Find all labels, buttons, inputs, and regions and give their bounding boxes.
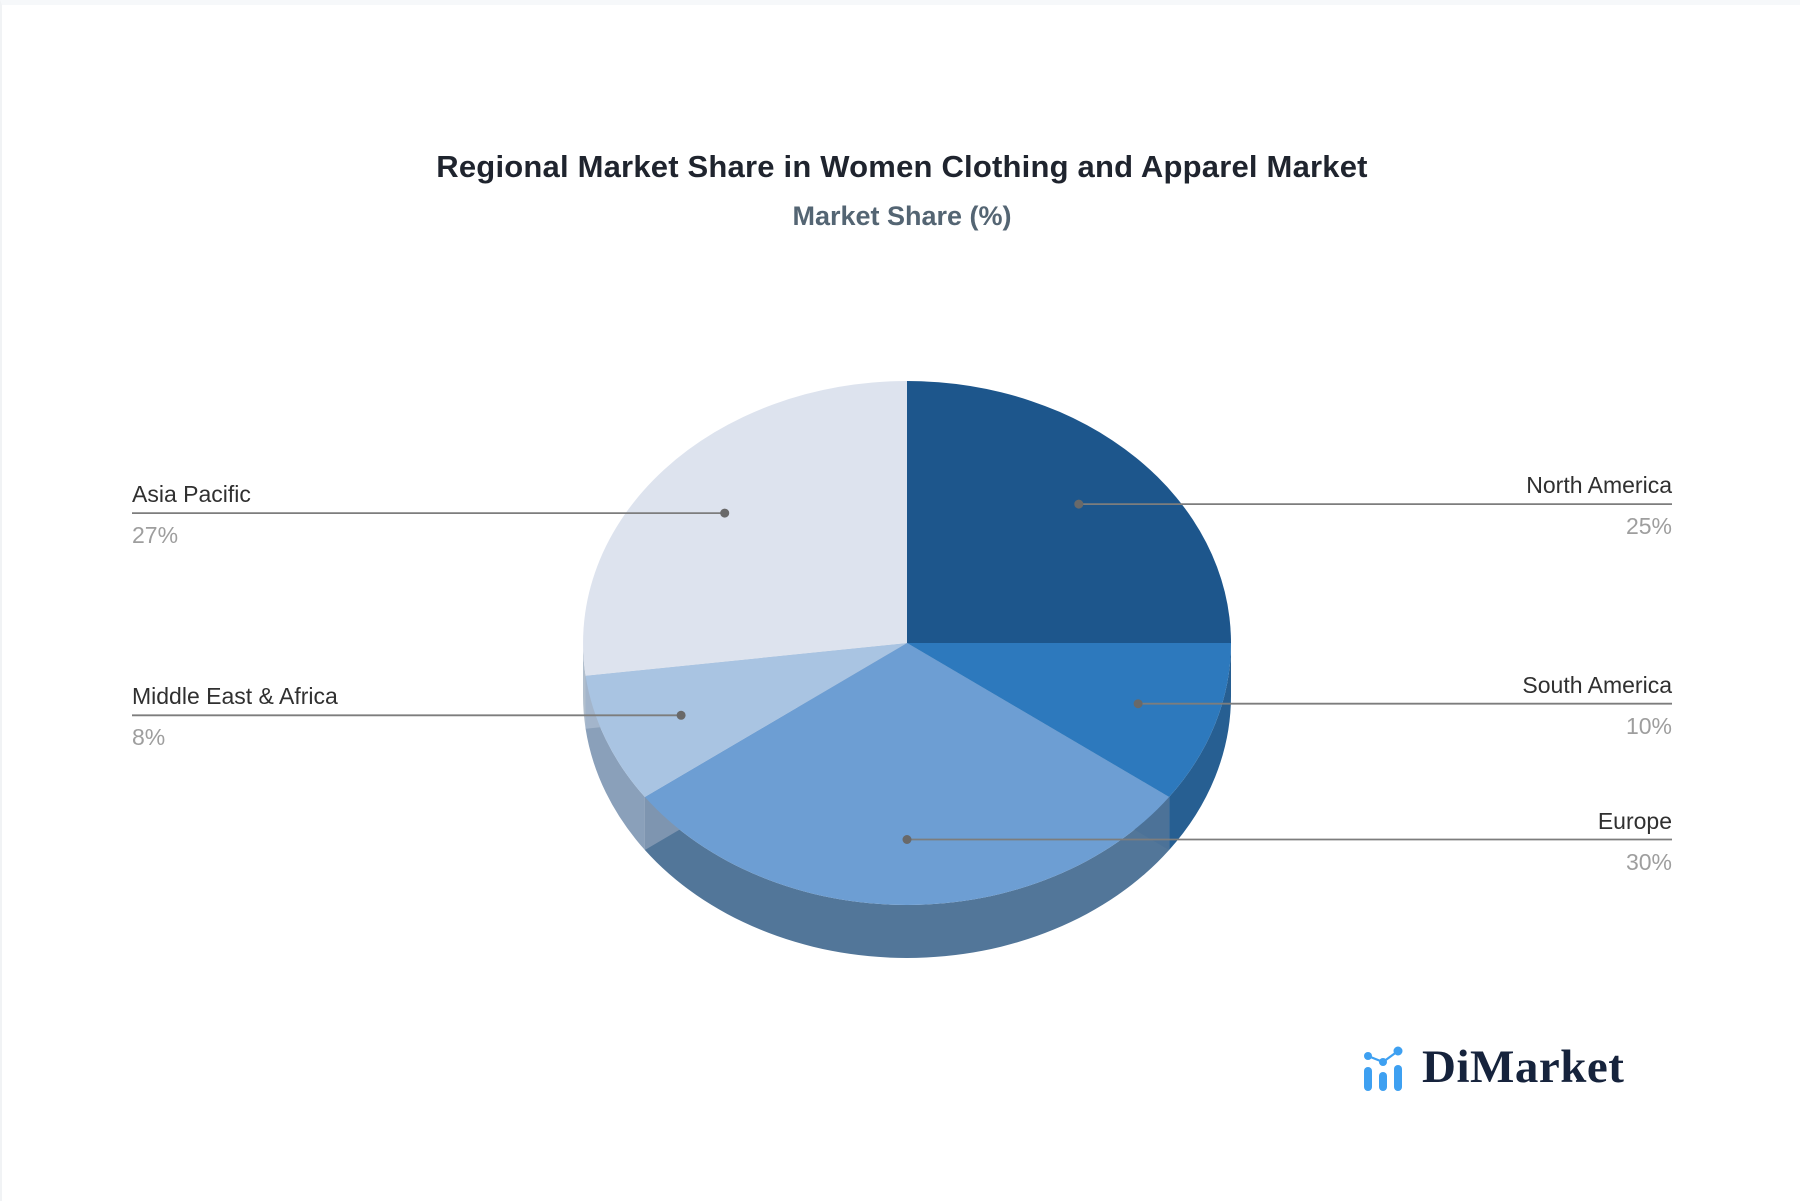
leader-dot-south-america: [1133, 699, 1143, 709]
pie-slice-middle-east-africa[interactable]: [585, 643, 907, 797]
pie-label-europe: Europe 30%: [1252, 800, 1672, 880]
slice-percent: 30%: [1625, 849, 1672, 875]
pie-chart: [2, 5, 1800, 1201]
pie-chart-svg: [132, 381, 1672, 958]
dimarket-logo[interactable]: DiMarket: [1362, 1043, 1624, 1093]
slice-label: South America: [1522, 672, 1672, 698]
slice-percent: 25%: [1625, 513, 1672, 539]
slice-label: Europe: [1597, 808, 1672, 834]
pie-label-north-america: North America 25%: [1252, 464, 1672, 544]
pie-depth-south-america: [1169, 643, 1231, 850]
leader-dot-europe: [902, 835, 912, 844]
slice-label: North America: [1526, 472, 1672, 498]
slice-percent: 27%: [132, 522, 179, 548]
pie-depth-asia-pacific: [583, 643, 586, 729]
bar-chart-trend-icon: [1364, 1046, 1403, 1091]
chart-subtitle: Market Share (%): [792, 201, 1012, 231]
slice-label: Asia Pacific: [132, 481, 251, 507]
pie-label-asia-pacific: Asia Pacific 27%: [132, 473, 552, 553]
slice-percent: 10%: [1625, 713, 1672, 739]
pie-label-middle-east-africa: Middle East & Africa 8%: [132, 675, 552, 755]
slice-percent: 8%: [132, 724, 166, 750]
pie-label-south-america: South America 10%: [1252, 664, 1672, 744]
logo-text: DiMarket: [1422, 1041, 1625, 1093]
leader-dot-asia-pacific: [720, 508, 730, 518]
slice-label: Middle East & Africa: [132, 683, 338, 709]
pie-slice-south-america[interactable]: [907, 643, 1231, 797]
pie-depth-middle-east-africa: [585, 675, 645, 850]
pie-slice-north-america[interactable]: [907, 381, 1231, 643]
pie-slice-asia-pacific[interactable]: [583, 381, 907, 676]
chart-title: Regional Market Share in Women Clothing …: [436, 149, 1368, 184]
pie-depth-europe: [644, 797, 1170, 958]
leader-dot-north-america: [1074, 499, 1084, 509]
leader-dot-middle-east-africa: [676, 710, 686, 720]
